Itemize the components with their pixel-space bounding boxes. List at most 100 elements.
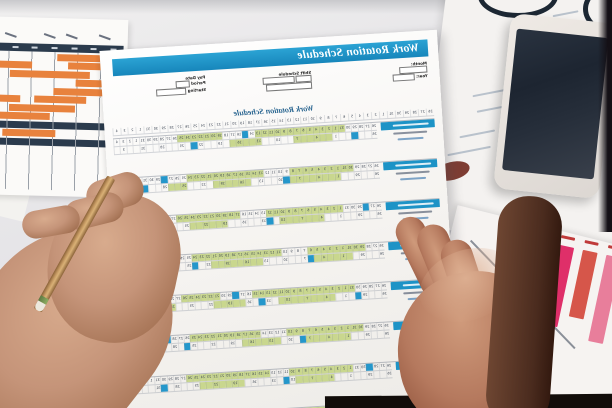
day-cell: 22 — [212, 381, 220, 389]
day-cell: 28 — [372, 363, 380, 371]
day-cell — [309, 294, 317, 303]
day-cell: 8 — [286, 128, 294, 136]
day-cell: 8 — [323, 114, 333, 123]
day-cell: 13 — [269, 369, 277, 377]
day-cell — [364, 131, 372, 139]
day-cell: 24 — [186, 174, 194, 182]
day-cell — [196, 342, 204, 350]
day-cell — [225, 380, 232, 388]
day-cell: 28 — [369, 323, 377, 331]
day-cell: 29 — [402, 109, 411, 118]
day-cell — [313, 254, 321, 262]
day-cell — [175, 303, 182, 311]
day-cell: 31 — [386, 110, 395, 119]
day-cell — [362, 211, 370, 219]
day-cell: 25 — [180, 182, 188, 191]
day-cell — [312, 334, 320, 343]
day-cell — [236, 259, 244, 267]
day-cell — [292, 215, 299, 224]
day-cell: 7 — [301, 255, 308, 263]
day-cell — [199, 381, 207, 390]
day-cell: 25 — [187, 302, 195, 310]
chart-bar-label-smudge — [584, 240, 599, 246]
day-cell: 3 — [323, 205, 331, 214]
team-sublabel-smudge — [393, 130, 428, 136]
day-cell — [293, 336, 301, 344]
faint-text-smudge — [552, 10, 579, 18]
day-cell — [180, 383, 187, 391]
day-cell — [299, 135, 307, 143]
day-cell — [212, 180, 220, 189]
day-cell: 7 — [303, 287, 310, 295]
day-cell: 13 — [284, 117, 293, 125]
day-cell: 8 — [294, 247, 301, 256]
day-cell: 2 — [332, 245, 340, 253]
day-cell — [242, 138, 249, 147]
team-label-cell — [380, 119, 435, 130]
day-cell — [318, 334, 326, 342]
day-cell — [277, 296, 285, 305]
day-cell: 4 — [317, 214, 325, 222]
day-cell: 30 — [145, 136, 153, 145]
day-cell: 4 — [315, 174, 323, 182]
day-cell: 18 — [237, 371, 245, 379]
day-cell — [282, 376, 290, 385]
day-cell — [222, 140, 230, 148]
day-cell: 24 — [183, 134, 191, 142]
day-cell: 30 — [351, 244, 359, 252]
day-cell: 9 — [282, 168, 290, 176]
day-cell: 8 — [291, 207, 299, 216]
day-cell: 13 — [262, 257, 270, 266]
day-cell: 16 — [245, 290, 253, 299]
day-cell: 20 — [224, 372, 232, 380]
day-cell: 8 — [289, 167, 296, 176]
day-cell: 24 — [193, 294, 201, 302]
day-cell — [244, 178, 252, 187]
day-cell: 13 — [257, 177, 265, 186]
day-cell — [261, 137, 269, 146]
day-cell — [294, 255, 302, 264]
day-cell — [314, 374, 322, 383]
day-cell: 24 — [191, 254, 199, 262]
day-cell: 28 — [171, 343, 178, 352]
day-cell: 23 — [190, 134, 198, 142]
day-cell: 28 — [158, 144, 166, 152]
team-label-cell — [385, 198, 440, 210]
day-cell — [167, 384, 175, 392]
day-cell: 16 — [250, 370, 258, 379]
day-cell — [208, 221, 216, 229]
day-cell: 2 — [327, 165, 335, 173]
day-cell: 19 — [221, 220, 229, 228]
day-cell — [154, 184, 162, 192]
day-cell: 9 — [316, 115, 325, 123]
day-cell: 27 — [174, 123, 184, 132]
day-cell: 31 — [138, 137, 146, 145]
day-cell: 23 — [202, 333, 210, 342]
day-cell: 26 — [375, 210, 383, 218]
day-cell: 22 — [202, 221, 210, 229]
day-cell — [193, 181, 201, 190]
day-cell — [266, 217, 274, 225]
day-cell: 13 — [261, 249, 269, 258]
day-cell: 10 — [308, 115, 317, 124]
day-cell: 15 — [254, 330, 262, 338]
team-sublabel-smudge — [397, 136, 424, 141]
day-cell: 1 — [341, 284, 349, 293]
day-cell: 21 — [218, 372, 225, 381]
day-cell: 22 — [214, 121, 223, 129]
day-cell: 16 — [235, 139, 243, 147]
day-cell: 7 — [292, 127, 300, 136]
day-cell: 28 — [173, 383, 181, 392]
day-cell — [232, 291, 240, 300]
day-cell — [164, 143, 172, 152]
day-cell: 23 — [206, 121, 215, 130]
day-cell: 7 — [303, 295, 311, 303]
day-cell — [304, 215, 312, 223]
day-cell: 12 — [263, 169, 271, 177]
day-cell: 26 — [375, 202, 382, 210]
day-cell: 3 — [119, 138, 127, 146]
day-cell: 9 — [285, 208, 293, 216]
day-cell — [306, 134, 314, 143]
day-cell: 27 — [167, 175, 174, 184]
